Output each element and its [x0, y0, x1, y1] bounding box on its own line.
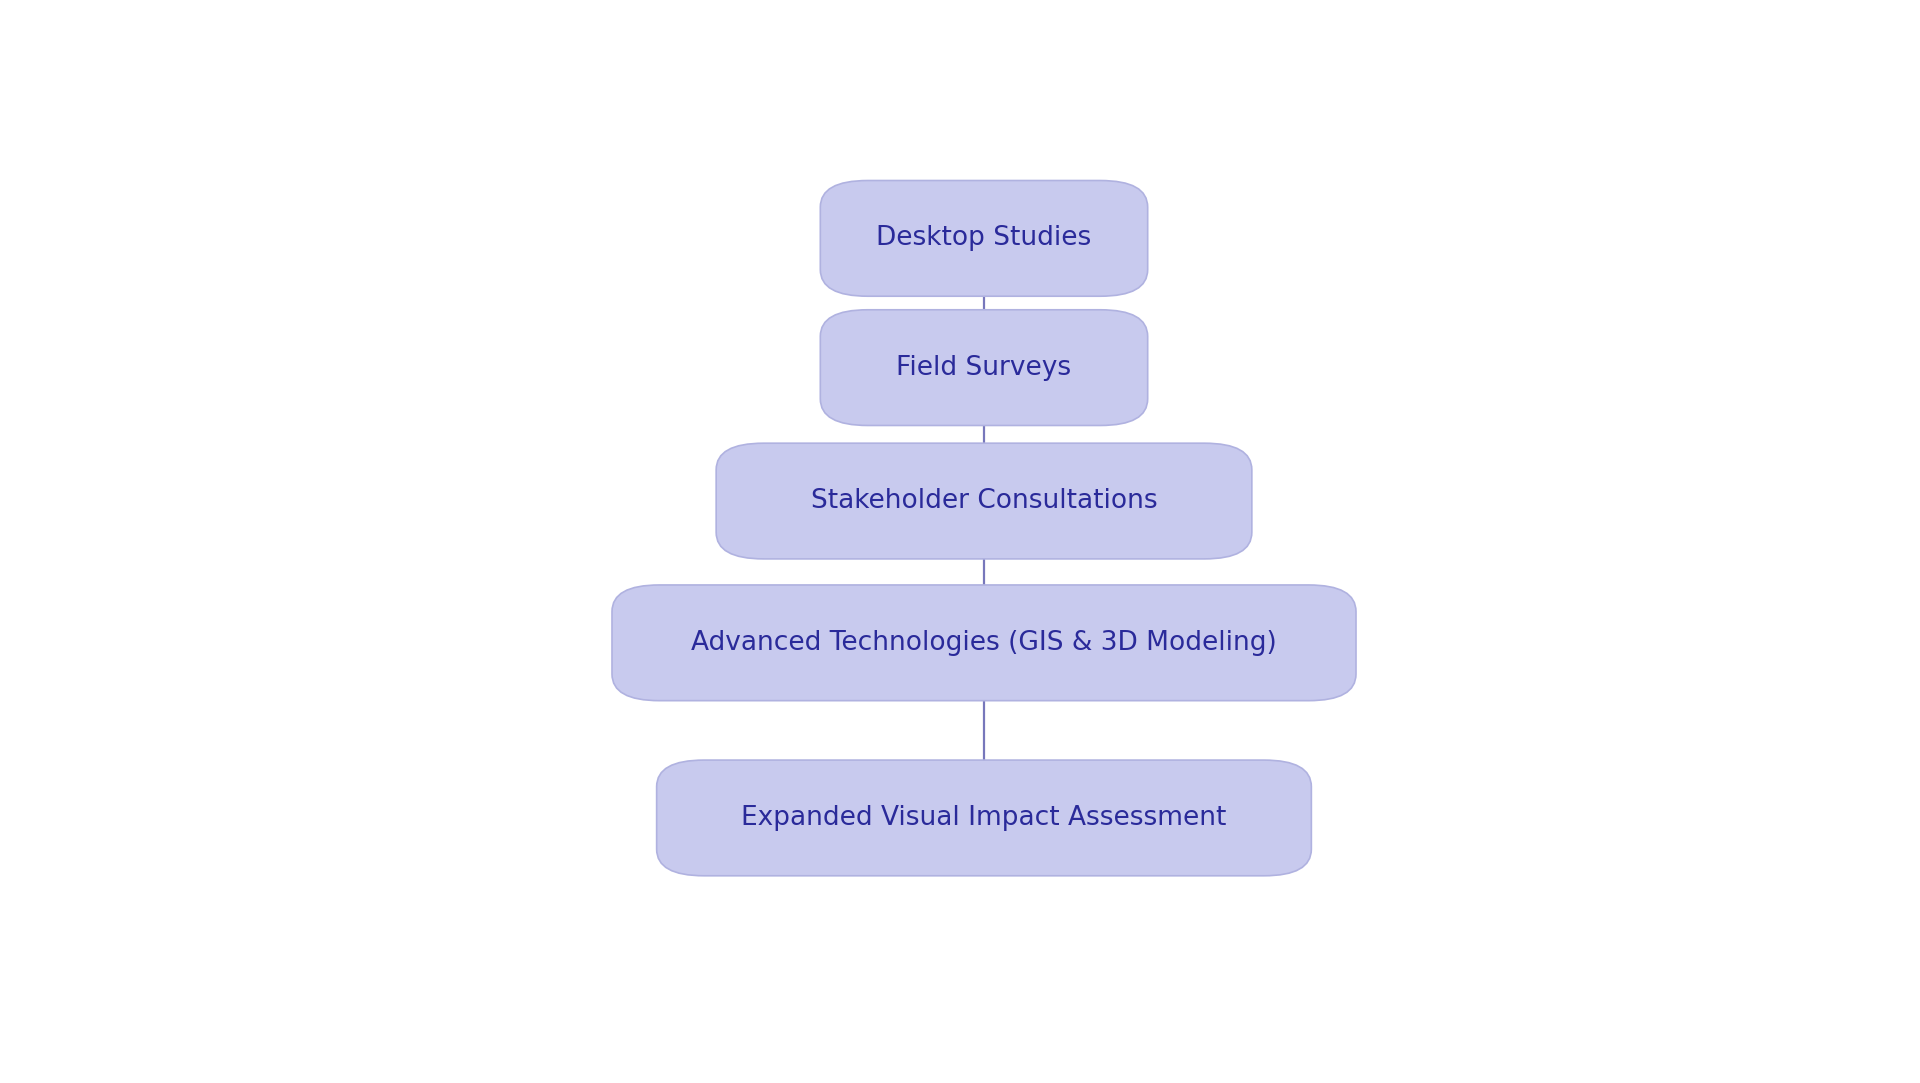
Text: Expanded Visual Impact Assessment: Expanded Visual Impact Assessment: [741, 805, 1227, 831]
FancyBboxPatch shape: [716, 443, 1252, 559]
Text: Field Surveys: Field Surveys: [897, 354, 1071, 380]
FancyBboxPatch shape: [657, 760, 1311, 876]
FancyBboxPatch shape: [612, 585, 1356, 701]
FancyBboxPatch shape: [820, 181, 1148, 297]
Text: Desktop Studies: Desktop Studies: [876, 225, 1092, 251]
Text: Advanced Technologies (GIS & 3D Modeling): Advanced Technologies (GIS & 3D Modeling…: [691, 630, 1277, 656]
FancyBboxPatch shape: [820, 310, 1148, 426]
Text: Stakeholder Consultations: Stakeholder Consultations: [810, 488, 1158, 514]
